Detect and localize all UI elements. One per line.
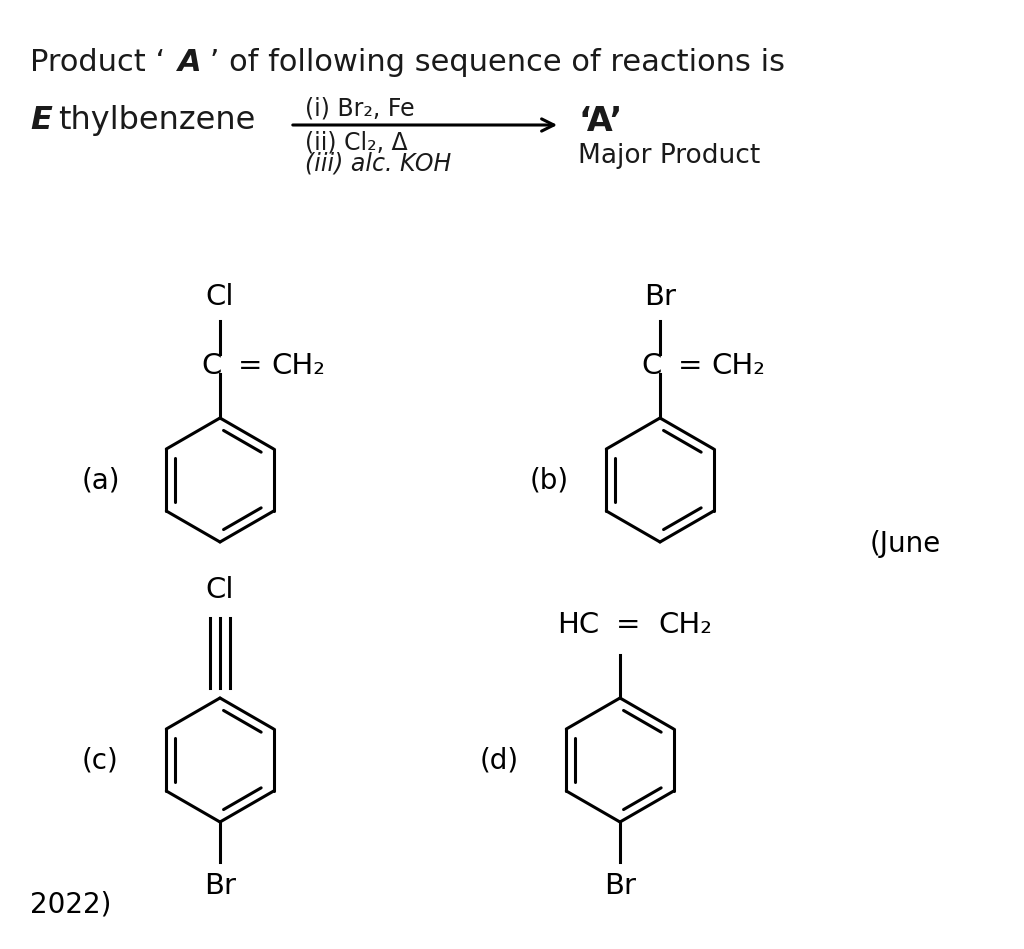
Text: A: A	[178, 48, 202, 77]
Text: (d): (d)	[480, 746, 519, 774]
Text: (June: (June	[870, 530, 941, 558]
Text: E: E	[30, 105, 52, 136]
Text: (a): (a)	[82, 466, 121, 494]
Text: CH₂: CH₂	[658, 611, 712, 639]
Text: Cl: Cl	[206, 283, 234, 311]
Text: (b): (b)	[530, 466, 569, 494]
Text: (ii) Cl₂, Δ: (ii) Cl₂, Δ	[305, 130, 408, 154]
Text: Cl: Cl	[206, 576, 234, 604]
Text: C: C	[642, 352, 663, 380]
Text: Product ‘: Product ‘	[30, 48, 175, 77]
Text: thylbenzene: thylbenzene	[58, 105, 255, 136]
Text: CH₂: CH₂	[271, 352, 325, 380]
Text: =: =	[615, 611, 640, 639]
Text: 2022): 2022)	[30, 890, 112, 918]
Text: Br: Br	[204, 872, 236, 900]
Text: Br: Br	[604, 872, 636, 900]
Text: CH₂: CH₂	[711, 352, 765, 380]
Text: =: =	[238, 352, 262, 380]
Text: HC: HC	[557, 611, 599, 639]
Text: C: C	[202, 352, 222, 380]
Text: =: =	[678, 352, 702, 380]
Text: ‘A’: ‘A’	[578, 105, 623, 138]
Text: Br: Br	[644, 283, 676, 311]
Text: (c): (c)	[82, 746, 119, 774]
Text: (i) Br₂, Fe: (i) Br₂, Fe	[305, 96, 415, 120]
Text: ’ of following sequence of reactions is: ’ of following sequence of reactions is	[200, 48, 785, 77]
Text: Major Product: Major Product	[578, 143, 760, 169]
Text: (iii) alc. KOH: (iii) alc. KOH	[305, 151, 452, 175]
